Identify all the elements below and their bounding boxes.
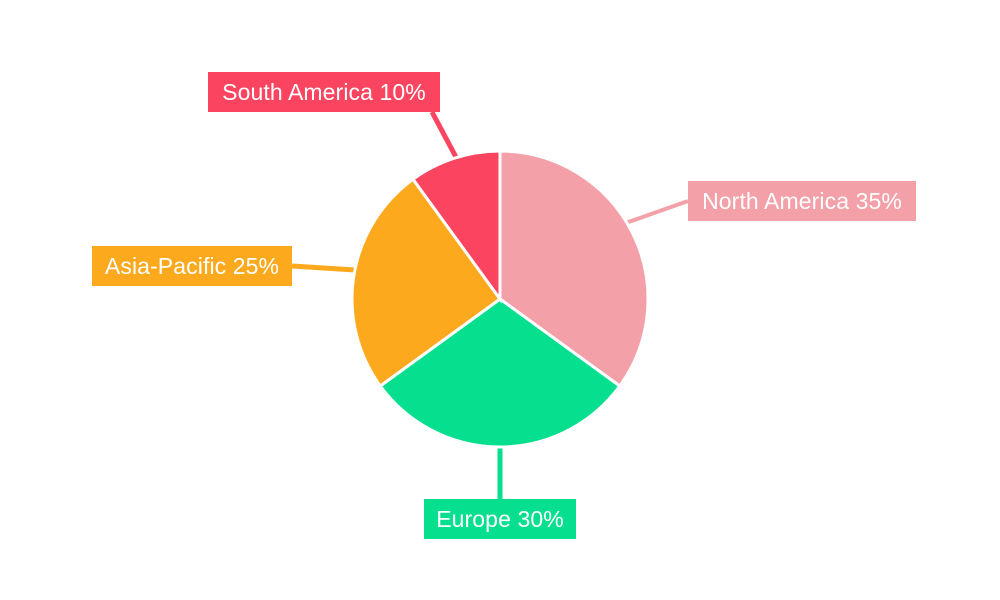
pie-label-north-america: North America 35% bbox=[688, 181, 916, 221]
leader-line-south-america bbox=[429, 110, 460, 161]
pie-label-south-america: South America 10% bbox=[208, 72, 440, 112]
leader-line-north-america bbox=[619, 199, 689, 227]
leader-line-asia-pacific bbox=[291, 263, 356, 273]
pie-slice-asia-pacific[interactable] bbox=[350, 177, 503, 389]
pie-label-asia-pacific: Asia-Pacific 25% bbox=[92, 246, 292, 286]
pie-label-asia-pacific-text: Asia-Pacific 25% bbox=[104, 252, 280, 279]
pie-slices bbox=[350, 149, 650, 449]
pie-label-north-america-text: North America 35% bbox=[702, 187, 902, 214]
leader-lines bbox=[291, 110, 689, 499]
pie-slice-europe[interactable] bbox=[378, 297, 622, 449]
pie-label-south-america-text: South America 10% bbox=[222, 78, 426, 105]
pie-slice-south-america[interactable] bbox=[410, 149, 502, 304]
pie-label-europe-text: Europe 30% bbox=[436, 505, 564, 532]
pie-slice-north-america[interactable] bbox=[498, 149, 650, 389]
pie-label-europe: Europe 30% bbox=[424, 499, 576, 539]
